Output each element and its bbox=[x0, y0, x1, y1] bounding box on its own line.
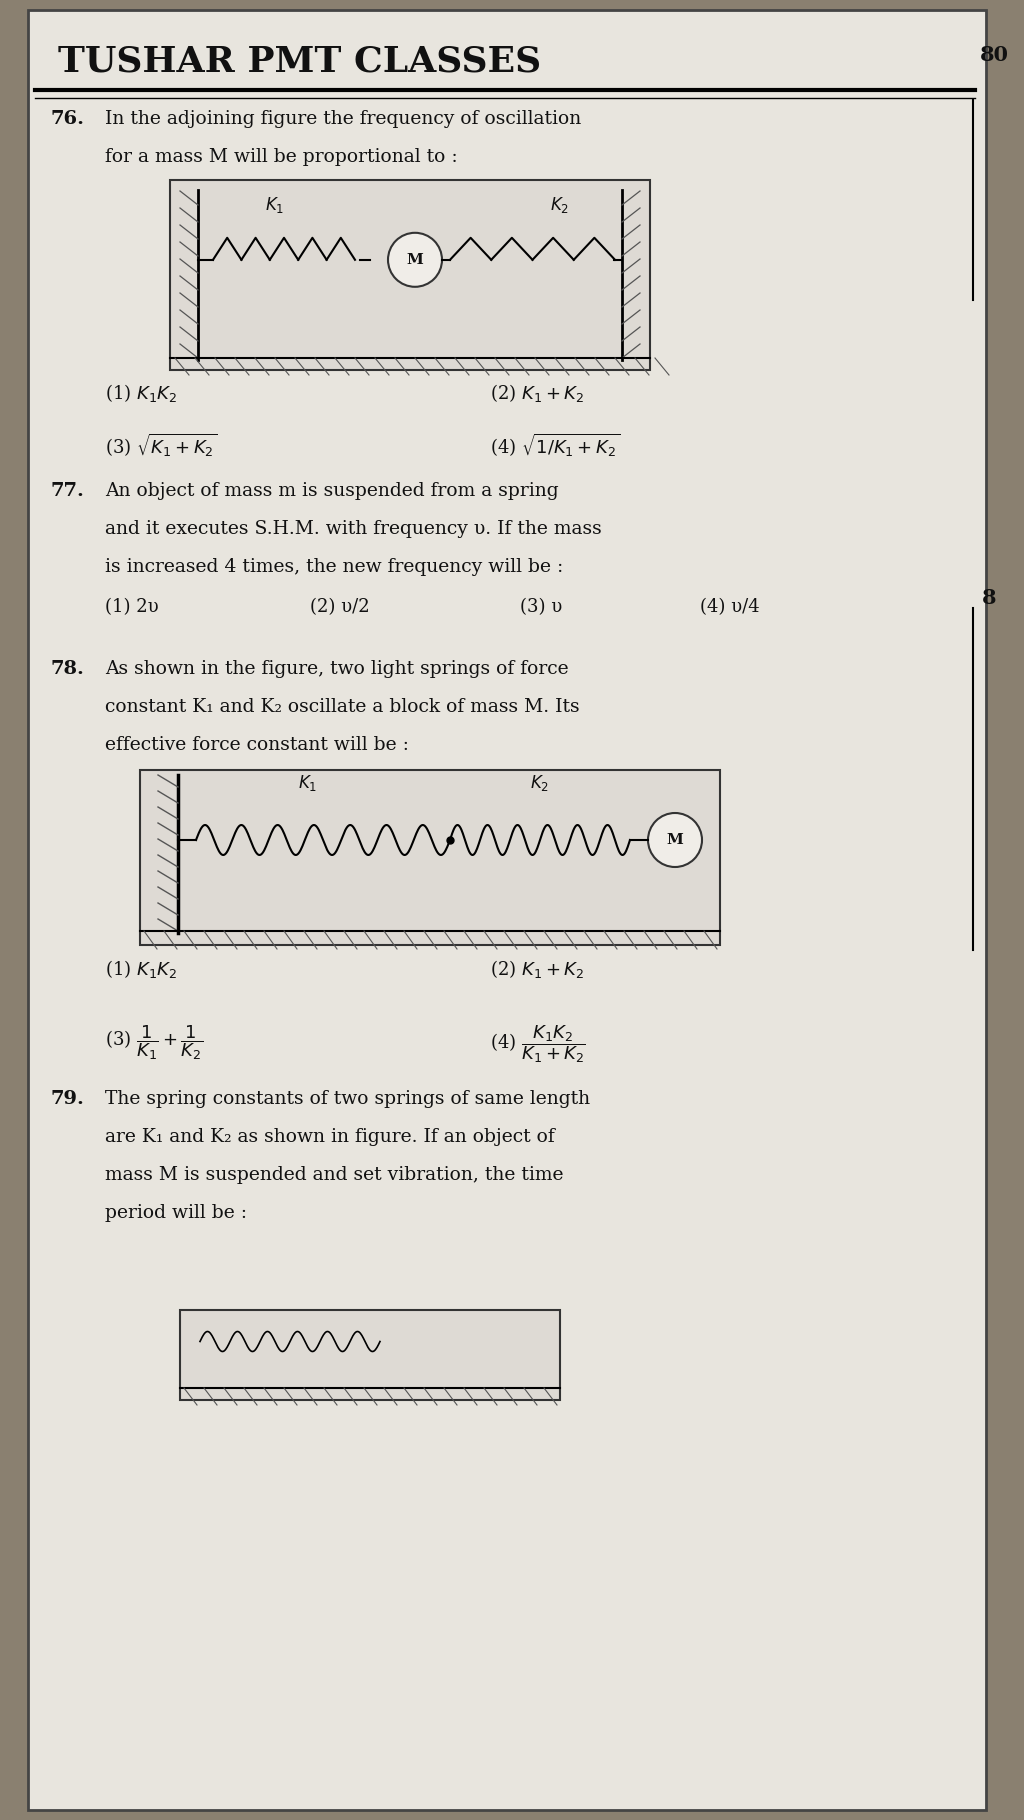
Text: are K₁ and K₂ as shown in figure. If an object of: are K₁ and K₂ as shown in figure. If an … bbox=[105, 1128, 555, 1147]
Text: (3) υ: (3) υ bbox=[520, 599, 562, 615]
Text: period will be :: period will be : bbox=[105, 1205, 247, 1221]
Text: for a mass M will be proportional to :: for a mass M will be proportional to : bbox=[105, 147, 458, 166]
Text: effective force constant will be :: effective force constant will be : bbox=[105, 735, 409, 753]
Text: $K_2$: $K_2$ bbox=[530, 774, 550, 794]
Text: $K_2$: $K_2$ bbox=[551, 195, 569, 215]
Text: $K_1$: $K_1$ bbox=[265, 195, 285, 215]
Text: An object of mass m is suspended from a spring: An object of mass m is suspended from a … bbox=[105, 482, 559, 500]
Text: 79.: 79. bbox=[50, 1090, 84, 1108]
Text: mass M is suspended and set vibration, the time: mass M is suspended and set vibration, t… bbox=[105, 1167, 563, 1185]
Text: (1) 2υ: (1) 2υ bbox=[105, 599, 159, 615]
Bar bbox=[170, 180, 650, 369]
Text: $K_1$: $K_1$ bbox=[298, 774, 317, 794]
Text: (1) $K_1K_2$: (1) $K_1K_2$ bbox=[105, 957, 177, 979]
Text: constant K₁ and K₂ oscillate a block of mass M. Its: constant K₁ and K₂ oscillate a block of … bbox=[105, 699, 580, 715]
Text: (2) υ/2: (2) υ/2 bbox=[310, 599, 370, 615]
Circle shape bbox=[388, 233, 442, 288]
Text: (2) $K_1 + K_2$: (2) $K_1 + K_2$ bbox=[490, 957, 584, 979]
Text: is increased 4 times, the new frequency will be :: is increased 4 times, the new frequency … bbox=[105, 559, 563, 575]
Text: (1) $K_1K_2$: (1) $K_1K_2$ bbox=[105, 382, 177, 404]
Text: M: M bbox=[407, 253, 424, 268]
Text: (3) $\sqrt{K_1 + K_2}$: (3) $\sqrt{K_1 + K_2}$ bbox=[105, 431, 218, 459]
Text: (4) $\dfrac{K_1 K_2}{K_1 + K_2}$: (4) $\dfrac{K_1 K_2}{K_1 + K_2}$ bbox=[490, 1023, 586, 1065]
Text: (4) $\sqrt{1/K_1 + K_2}$: (4) $\sqrt{1/K_1 + K_2}$ bbox=[490, 431, 621, 459]
Text: 77.: 77. bbox=[50, 482, 84, 500]
Text: 76.: 76. bbox=[50, 109, 84, 127]
Text: (4) υ/4: (4) υ/4 bbox=[700, 599, 760, 615]
Text: 78.: 78. bbox=[50, 661, 84, 679]
Text: 8: 8 bbox=[982, 588, 996, 608]
Text: 80: 80 bbox=[980, 46, 1009, 66]
Text: In the adjoining figure the frequency of oscillation: In the adjoining figure the frequency of… bbox=[105, 109, 582, 127]
Bar bbox=[140, 770, 720, 945]
Circle shape bbox=[648, 814, 702, 866]
Text: As shown in the figure, two light springs of force: As shown in the figure, two light spring… bbox=[105, 661, 568, 679]
Text: (3) $\dfrac{1}{K_1}+\dfrac{1}{K_2}$: (3) $\dfrac{1}{K_1}+\dfrac{1}{K_2}$ bbox=[105, 1023, 203, 1061]
Text: The spring constants of two springs of same length: The spring constants of two springs of s… bbox=[105, 1090, 590, 1108]
Text: (2) $K_1 + K_2$: (2) $K_1 + K_2$ bbox=[490, 382, 584, 404]
Bar bbox=[180, 1310, 560, 1400]
Text: M: M bbox=[667, 834, 683, 846]
Text: and it executes S.H.M. with frequency υ. If the mass: and it executes S.H.M. with frequency υ.… bbox=[105, 521, 602, 539]
Text: TUSHAR PMT CLASSES: TUSHAR PMT CLASSES bbox=[58, 46, 541, 78]
